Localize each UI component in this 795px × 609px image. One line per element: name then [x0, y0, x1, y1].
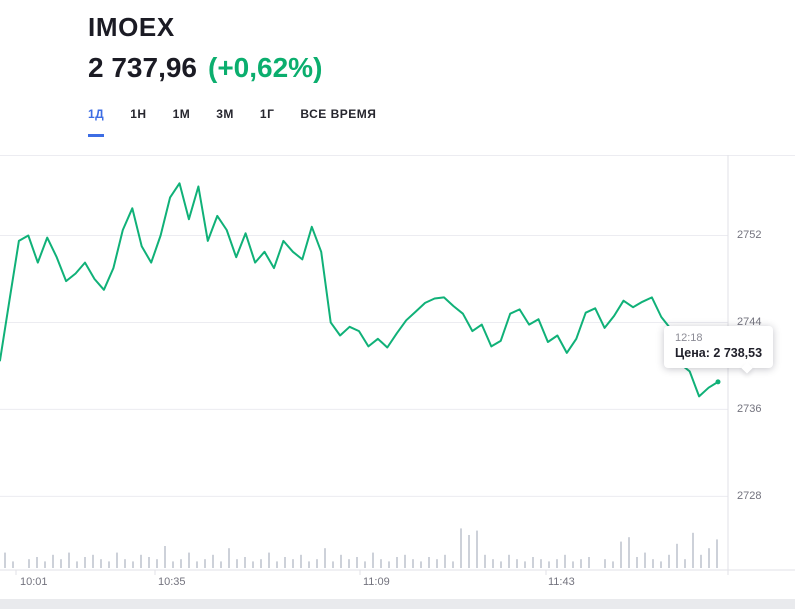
- volume-bars: [4, 528, 718, 568]
- tab-all-time[interactable]: ВСЕ ВРЕМЯ: [300, 107, 377, 121]
- tab-1d[interactable]: 1Д: [88, 107, 105, 137]
- instrument-title: IMOEX: [88, 12, 175, 42]
- tab-1y[interactable]: 1Г: [259, 107, 275, 121]
- tab-3m[interactable]: 3М: [216, 107, 234, 121]
- y-axis-label: 2752: [737, 229, 762, 242]
- x-axis-label: 10:01: [20, 576, 48, 588]
- price-row: 2 737,96 (+0,62%): [88, 52, 322, 84]
- tooltip-price: Цена: 2 738,53: [675, 346, 762, 360]
- y-axis-label: 2744: [737, 316, 762, 329]
- tooltip-price-value: 2 738,53: [713, 346, 763, 360]
- x-axis: [0, 569, 795, 575]
- y-axis-label: 2736: [737, 403, 762, 416]
- tab-1m[interactable]: 1М: [172, 107, 191, 121]
- chart-svg: [0, 155, 795, 575]
- tooltip-time: 12:18: [675, 332, 703, 344]
- x-axis-label: 11:43: [548, 576, 575, 588]
- bottom-scrollbar-track[interactable]: [0, 599, 795, 609]
- x-axis-label: 11:09: [363, 576, 390, 588]
- price-line: [0, 182, 719, 398]
- price-tooltip: 12:18 Цена: 2 738,53: [664, 326, 774, 374]
- period-tabs: 1Д 1Н 1М 3М 1Г ВСЕ ВРЕМЯ: [88, 107, 376, 137]
- price-change: (+0,62%): [208, 52, 323, 83]
- tooltip-price-label: Цена:: [675, 346, 710, 360]
- current-price: 2 737,96: [88, 52, 197, 83]
- tab-1w[interactable]: 1Н: [130, 107, 147, 121]
- y-axis-label: 2728: [737, 490, 762, 503]
- last-point: [715, 379, 721, 385]
- price-chart[interactable]: 2752 2744 2736 2728 10:01 10:35 11:09 11…: [0, 155, 795, 609]
- x-axis-label: 10:35: [158, 576, 186, 588]
